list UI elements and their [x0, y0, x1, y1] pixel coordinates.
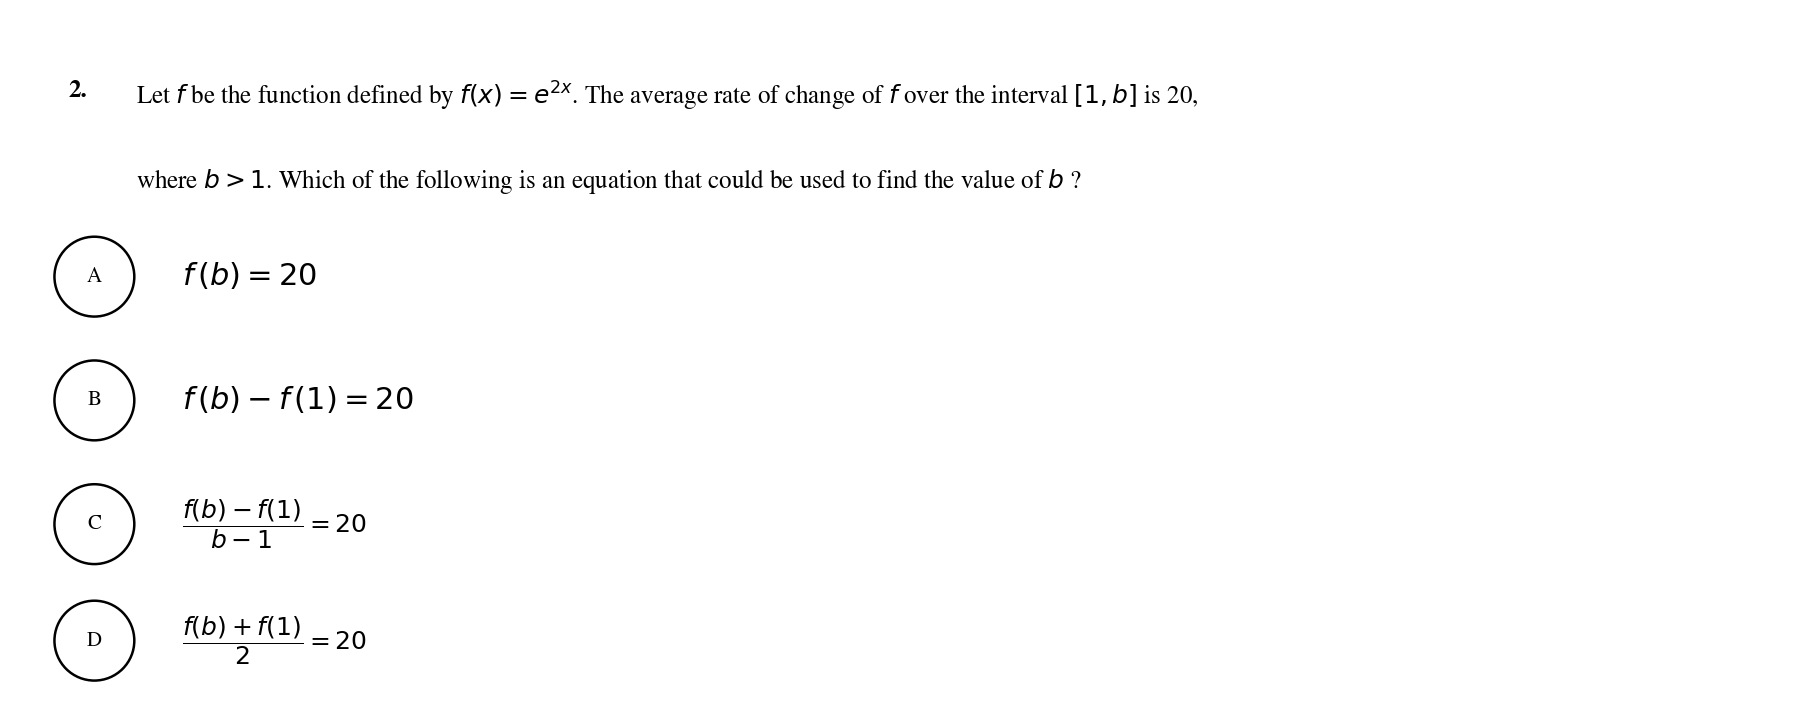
Text: $\mathit{f}\,(\mathit{b}) - \mathit{f}\,(1) = 20$: $\mathit{f}\,(\mathit{b}) - \mathit{f}\,…: [181, 385, 412, 416]
Text: B: B: [87, 390, 102, 411]
Text: A: A: [87, 266, 102, 287]
Text: D: D: [87, 630, 102, 651]
Text: $\mathit{f}\,(\mathit{b}) = 20$: $\mathit{f}\,(\mathit{b}) = 20$: [181, 261, 316, 292]
Text: 2.: 2.: [69, 80, 87, 102]
Text: C: C: [87, 514, 102, 534]
Text: $\dfrac{\mathit{f}(\mathit{b})+\mathit{f}(1)}{2} = 20$: $\dfrac{\mathit{f}(\mathit{b})+\mathit{f…: [181, 614, 366, 667]
Text: $\dfrac{\mathit{f}(\mathit{b})-\mathit{f}(1)}{\mathit{b}-1} = 20$: $\dfrac{\mathit{f}(\mathit{b})-\mathit{f…: [181, 497, 366, 551]
Text: Let $\mathit{f}$ be the function defined by $\mathit{f}(\mathit{x}) = e^{2\mathi: Let $\mathit{f}$ be the function defined…: [136, 80, 1197, 114]
Text: where $\mathit{b} > 1$. Which of the following is an equation that could be used: where $\mathit{b} > 1$. Which of the fol…: [136, 167, 1081, 197]
